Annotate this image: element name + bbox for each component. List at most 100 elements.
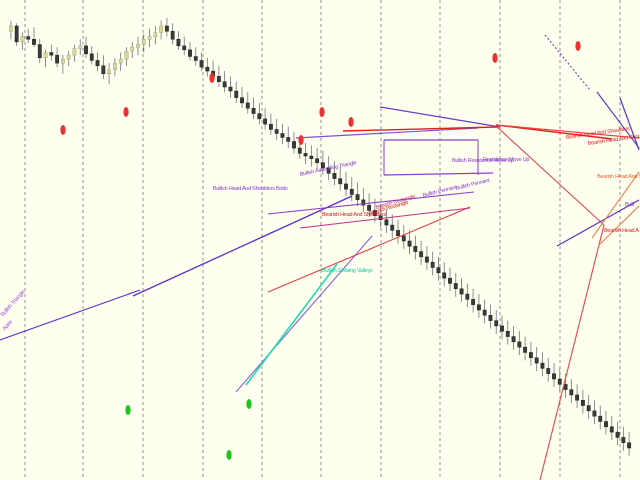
candle-body-bearish: [292, 141, 296, 149]
right-ascending-support[interactable]: [556, 199, 640, 247]
candlestick: [378, 203, 383, 228]
candlestick: [257, 102, 262, 125]
candle-body-bullish: [60, 58, 65, 64]
candlestick: [268, 113, 273, 135]
bullish-pennant-upper[interactable]: [267, 191, 475, 215]
candlestick: [286, 126, 291, 149]
candle-body-bearish: [609, 426, 614, 433]
candle-body-bearish: [563, 384, 568, 390]
bearish-extension-line[interactable]: [539, 224, 605, 480]
candlestick: [315, 148, 320, 170]
candle-body-bullish: [72, 48, 77, 56]
candlestick: [592, 400, 597, 425]
candlestick: [390, 214, 395, 239]
candle-body-bearish: [575, 394, 580, 401]
candlestick: [107, 63, 112, 85]
candle-body-bearish: [442, 272, 447, 279]
bullish-ascending-triangle-upper[interactable]: [295, 127, 479, 139]
bearish-downtrend-long[interactable]: [496, 126, 605, 226]
sell-signal-marker[interactable]: [319, 107, 325, 117]
label-bearish-head-and-shoulders-right-3[interactable]: Bearish Head And Shou: [597, 174, 640, 180]
chart-gridlines: [24, 0, 621, 480]
candlestick: [43, 49, 48, 68]
candlestick: [228, 76, 233, 98]
buy-signal-marker[interactable]: [246, 399, 252, 409]
candlestick: [216, 65, 221, 88]
label-bullish-resistance-move-up[interactable]: Bullish Resistance Move Up: [452, 158, 514, 164]
candlestick: [615, 421, 620, 446]
bullish-channel-lower[interactable]: [235, 235, 373, 393]
sell-signal-marker[interactable]: [575, 41, 581, 51]
candlestick: [124, 47, 129, 66]
candle-body-bearish: [598, 415, 603, 422]
bearish-downtrend-line[interactable]: [496, 124, 640, 139]
sell-signal-marker[interactable]: [60, 125, 66, 135]
candlestick: [586, 394, 591, 419]
sell-signal-marker[interactable]: [348, 117, 354, 127]
candle-body-bearish: [604, 421, 608, 428]
bearish-neckline-red[interactable]: [342, 126, 498, 132]
trendline-group: [0, 34, 640, 480]
candlestick: [32, 27, 36, 48]
candlestick-series: [8, 18, 632, 456]
candlestick: [60, 55, 65, 74]
bullish-pennant-lower[interactable]: [267, 206, 471, 293]
candle-body-bearish: [511, 336, 516, 343]
candlestick: [193, 47, 198, 66]
bearish-rectangle-line[interactable]: [299, 207, 471, 229]
label-bearish-head-and-shoulders[interactable]: Bearish Head And Shoulders: [322, 212, 387, 218]
candle-body-bearish: [517, 341, 522, 348]
candle-body-bullish: [136, 44, 140, 48]
candle-body-bearish: [245, 102, 250, 109]
right-descending-line[interactable]: [619, 97, 640, 151]
candle-body-bearish: [378, 215, 383, 220]
right-descending-line-2[interactable]: [596, 91, 640, 149]
bullish-resistance-line[interactable]: [379, 106, 501, 128]
neckline-resistance[interactable]: [383, 172, 494, 176]
candlestick: [627, 432, 632, 456]
label-bullish-3-rising-valleys[interactable]: Bullish 3 Rising Valleys: [322, 268, 373, 274]
label-resistance-move-up-left[interactable]: Resistance Move Up: [483, 157, 530, 163]
candle-body-bearish: [309, 155, 314, 159]
candlestick: [55, 47, 60, 68]
sell-signal-marker[interactable]: [209, 73, 215, 83]
candlestick: [78, 39, 83, 56]
candlestick: [419, 240, 424, 265]
sell-signal-marker[interactable]: [123, 107, 129, 117]
candlestick: [20, 32, 25, 50]
candlestick: [367, 193, 372, 218]
candle-body-bearish: [372, 210, 377, 217]
bullish-uptrend-line-main[interactable]: [132, 195, 353, 297]
candle-body-bearish: [465, 293, 470, 300]
candle-body-bullish: [8, 25, 13, 32]
candlestick: [164, 18, 169, 37]
right-ascending-support-orange-2[interactable]: [599, 205, 640, 245]
candle-body-bullish: [124, 50, 129, 60]
right-ascending-support-orange[interactable]: [591, 171, 640, 239]
label-bullish-head-and-shoulders-bottom[interactable]: Bullish Head And Shoulders Botto: [213, 186, 288, 192]
candlestick: [37, 39, 42, 64]
candlestick: [534, 347, 539, 372]
candlestick: [303, 142, 308, 164]
candle-body-bearish: [413, 246, 418, 252]
candle-body-bearish: [199, 60, 204, 68]
sell-signal-marker[interactable]: [492, 53, 498, 63]
candle-body-bearish: [494, 320, 499, 327]
candle-body-bearish: [580, 400, 585, 406]
bullish-3-rising-valleys-line[interactable]: [245, 263, 338, 386]
left-uptrend-extension[interactable]: [0, 289, 141, 341]
candle-body-bearish: [424, 256, 429, 263]
candle-body-bearish: [182, 45, 187, 51]
buy-signal-marker[interactable]: [125, 405, 131, 415]
bearish-neckline-red-2[interactable]: [495, 124, 613, 140]
label-bullish[interactable]: Bulli: [625, 202, 635, 208]
candlestick: [95, 52, 100, 72]
candlestick: [101, 55, 106, 80]
label-bearish-head-a[interactable]: Bearish Head A: [604, 228, 639, 234]
candle-body-bullish: [78, 45, 83, 49]
buy-signal-marker[interactable]: [226, 450, 232, 460]
sell-signal-marker[interactable]: [298, 135, 304, 145]
candlestick: [604, 410, 608, 435]
candle-body-bearish: [476, 304, 481, 311]
candle-body-bearish: [355, 194, 360, 201]
